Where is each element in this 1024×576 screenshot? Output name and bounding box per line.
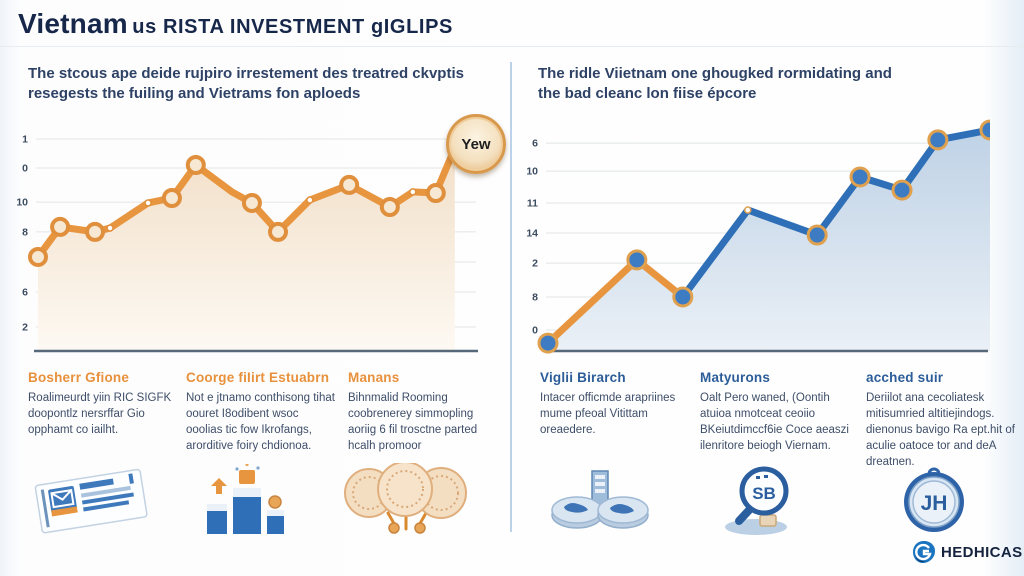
magnifier-sb-icon: SB — [712, 462, 802, 538]
left-section-1: Bosherr Gfione Roalimeurdt yiin RIC SIGF… — [28, 370, 176, 438]
svg-text:8: 8 — [22, 226, 28, 238]
bar-chart-coins-icon — [200, 462, 292, 538]
right-subtitle-line2: the bad cleanc lon fiise épcore — [538, 85, 757, 103]
title-brand: Vietnam — [18, 8, 128, 39]
svg-text:14: 14 — [526, 228, 538, 240]
svg-text:0: 0 — [532, 324, 538, 336]
right-section-3-header: acched suir — [866, 370, 944, 385]
panel-divider — [510, 62, 512, 532]
svg-text:8: 8 — [532, 291, 538, 303]
logo-text: HEDHICAS — [941, 543, 1023, 561]
coins-cluster-icon — [342, 462, 470, 538]
right-section-2-body: Oalt Pero waned, (Oontih atuioa nmotceat… — [700, 392, 849, 453]
yew-badge-label: Yew — [461, 135, 491, 153]
svg-text:2: 2 — [22, 322, 28, 334]
right-chart: 6 10 11 14 2 8 0 — [510, 118, 1001, 360]
left-subtitle: The stcous ape deide rujpiro irrestement… — [28, 64, 508, 105]
svg-text:6: 6 — [22, 287, 28, 299]
svg-text:10: 10 — [526, 166, 538, 178]
svg-text:0: 0 — [22, 162, 28, 174]
coin-symbol-icon: JH — [896, 462, 972, 538]
magnifier-label: SB — [752, 484, 776, 503]
title-rest: us RISTA INVESTMENT gIGLIPS — [132, 16, 453, 38]
right-section-2-header: Matyurons — [700, 370, 771, 385]
svg-text:2: 2 — [532, 258, 538, 270]
coin-glyph: JH — [921, 492, 948, 515]
left-section-2: Coorge fiIirt Estuabrn Not e jtnamo cont… — [186, 370, 338, 454]
page-title: Vietnam us RISTA INVESTMENT gIGLIPS — [18, 8, 453, 40]
right-section-2: Matyurons Oalt Pero waned, (Oontih atuio… — [700, 370, 858, 454]
right-subtitle: The ridle Viietnam one ghougked rormidat… — [538, 64, 1008, 105]
yew-badge: Yew — [446, 114, 506, 174]
right-section-1-header: Viglii Birarch — [540, 370, 626, 385]
left-section-1-body: Roalimeurdt yiin RIC SIGFK doopontlz ner… — [28, 392, 172, 437]
svg-text:10: 10 — [16, 197, 28, 209]
twin-coins-map-icon — [550, 462, 650, 538]
left-subtitle-line1: The stcous ape deide rujpiro irrestement… — [28, 65, 464, 82]
left-subtitle-line2: resegests the fuiling and Vietrams fon a… — [28, 85, 361, 103]
left-section-1-header: Bosherr Gfione — [28, 370, 130, 385]
right-section-1-body: Intacer officmde arapriines mume pfeoal … — [540, 392, 676, 437]
left-section-2-body: Not e jtnamo conthisong tihat oouret I8o… — [186, 392, 335, 453]
left-section-2-header: Coorge fiIirt Estuabrn — [186, 370, 330, 385]
title-divider — [0, 46, 1024, 47]
svg-text:1: 1 — [22, 134, 28, 146]
right-section-1: Viglii Birarch Intacer officmde arapriin… — [540, 370, 690, 438]
svg-text:11: 11 — [527, 197, 538, 209]
logo-icon — [913, 541, 935, 563]
footer-logo: HEDHICAS — [912, 540, 1023, 564]
banknote-card-icon — [30, 462, 154, 538]
right-section-3: acched suir Deriilot ana cecoliatesk mit… — [866, 370, 1016, 470]
right-section-3-body: Deriilot ana cecoliatesk mitisumried alt… — [866, 392, 1015, 469]
left-section-3-body: Bihnmalid Rooming coobrenerey simmopling… — [348, 392, 478, 453]
left-section-3: Manans Bihnmalid Rooming coobrenerey sim… — [348, 370, 490, 454]
left-section-3-header: Manans — [348, 370, 400, 385]
left-chart: 1 0 10 8 6 2 — [0, 118, 480, 360]
right-subtitle-line1: The ridle Viietnam one ghougked rormidat… — [538, 65, 892, 82]
svg-text:6: 6 — [532, 138, 538, 150]
